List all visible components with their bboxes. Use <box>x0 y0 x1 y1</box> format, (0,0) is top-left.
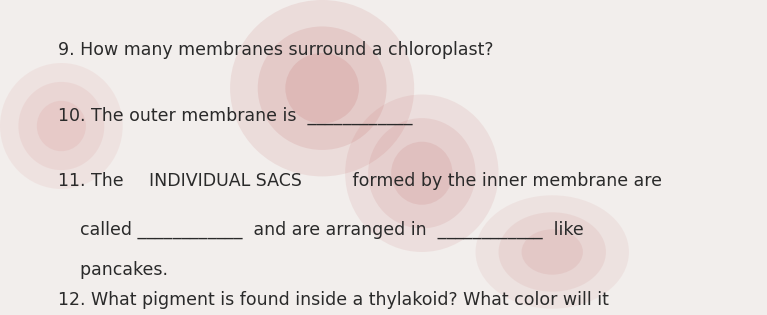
Ellipse shape <box>37 101 86 151</box>
Ellipse shape <box>499 212 606 292</box>
Text: 12. What pigment is found inside a thylakoid? What color will it: 12. What pigment is found inside a thyla… <box>58 291 608 309</box>
Ellipse shape <box>368 118 476 228</box>
Ellipse shape <box>345 94 499 252</box>
Text: 9. How many membranes surround a chloroplast?: 9. How many membranes surround a chlorop… <box>58 41 493 59</box>
Ellipse shape <box>476 195 629 309</box>
Ellipse shape <box>391 142 453 205</box>
Ellipse shape <box>230 0 414 176</box>
Ellipse shape <box>258 26 387 150</box>
Text: INDIVIDUAL SACS: INDIVIDUAL SACS <box>150 172 302 190</box>
Text: pancakes.: pancakes. <box>58 261 167 279</box>
Text: called ____________  and are arranged in  ____________  like: called ____________ and are arranged in … <box>58 220 583 239</box>
Ellipse shape <box>285 53 359 123</box>
Ellipse shape <box>522 229 583 275</box>
Text: 10. The outer membrane is  ____________: 10. The outer membrane is ____________ <box>58 107 412 125</box>
Ellipse shape <box>0 63 123 189</box>
Ellipse shape <box>18 82 104 170</box>
Text: 11. The: 11. The <box>58 172 129 190</box>
Text: formed by the inner membrane are: formed by the inner membrane are <box>347 172 662 190</box>
